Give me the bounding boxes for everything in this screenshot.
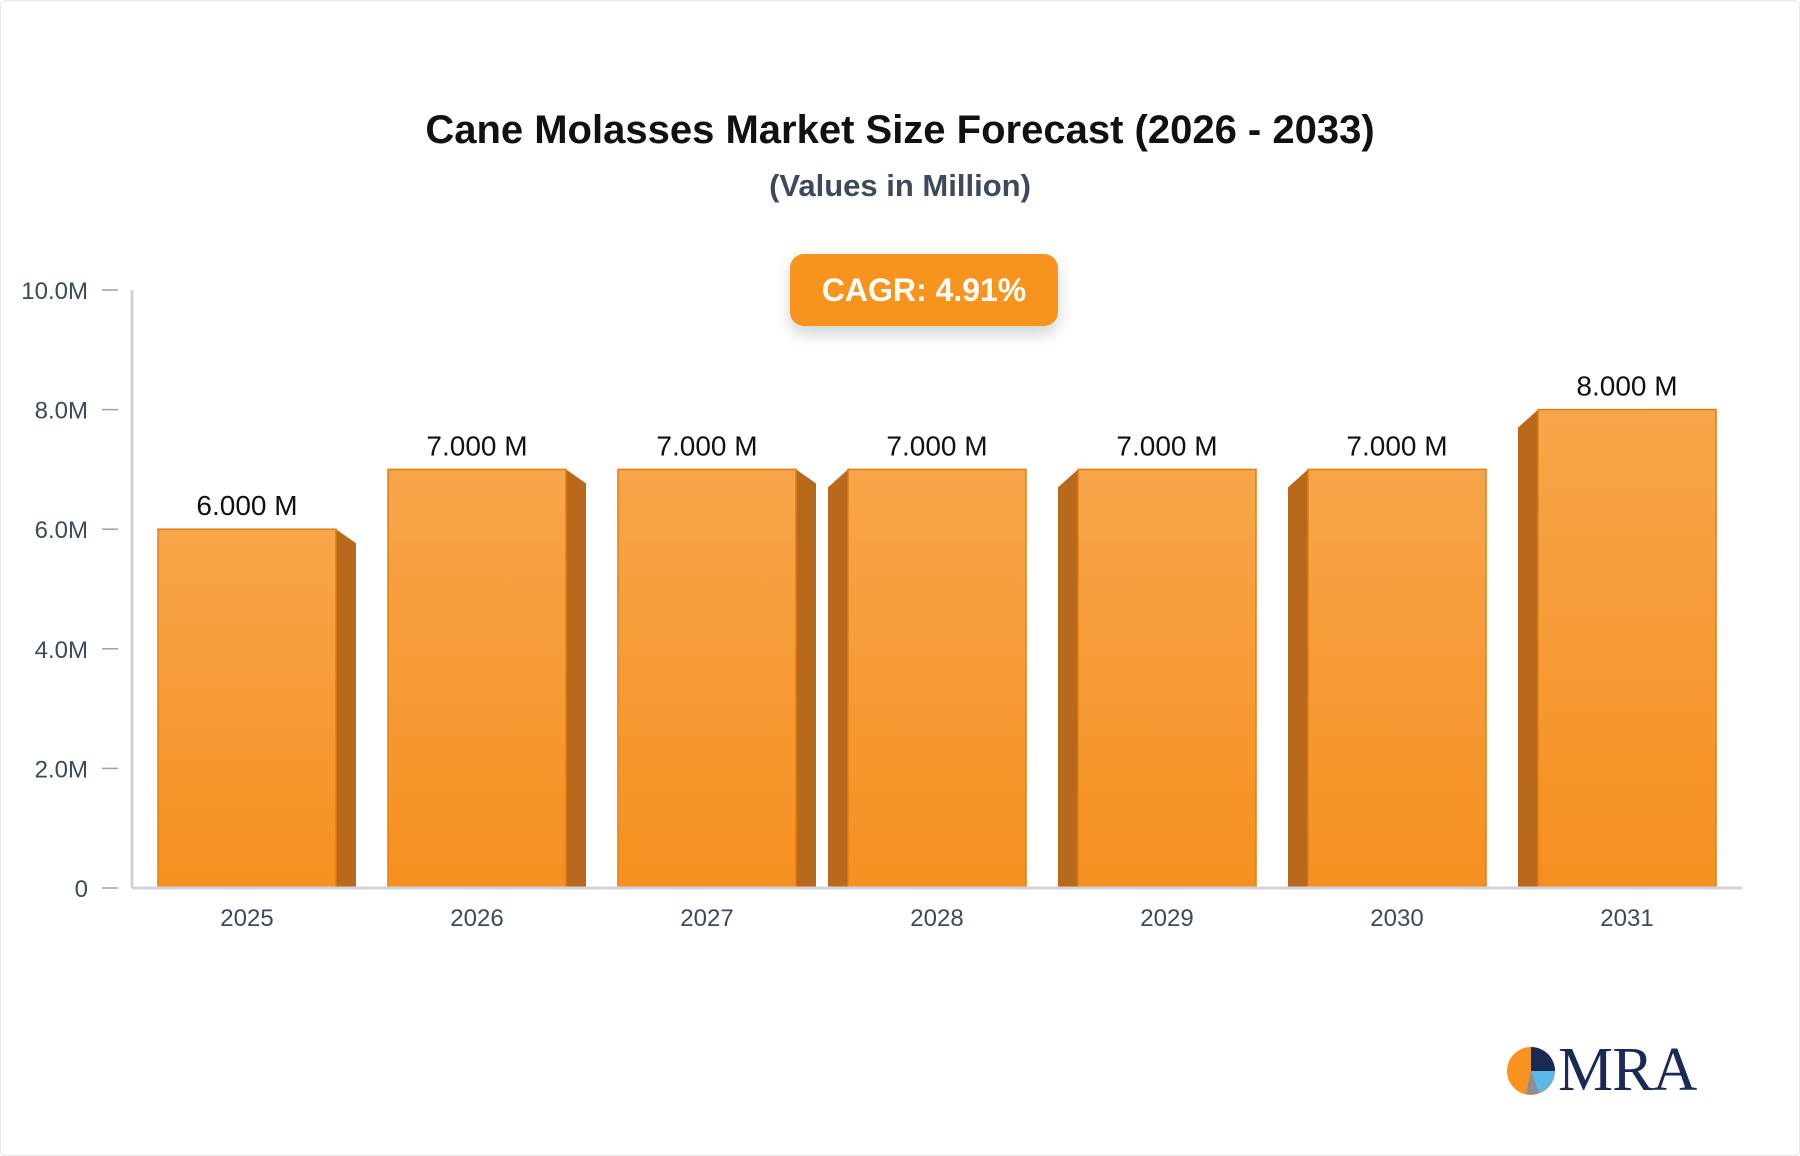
bar-group: 7.000 M xyxy=(1288,430,1487,889)
bar-group: 8.000 M xyxy=(1518,371,1717,889)
bar-side xyxy=(1058,469,1078,888)
bar-side xyxy=(828,469,848,888)
chart-title: Cane Molasses Market Size Forecast (2026… xyxy=(425,108,1375,152)
bar-value-label: 7.000 M xyxy=(1346,430,1447,461)
bar-group: 7.000 M xyxy=(828,430,1027,889)
chart-subtitle: (Values in Million) xyxy=(769,168,1031,203)
bar-group: 7.000 M xyxy=(387,430,586,889)
x-tick-label: 2025 xyxy=(220,905,273,932)
bar-value-label: 7.000 M xyxy=(886,430,987,461)
bar-value-label: 6.000 M xyxy=(196,490,297,521)
x-tick-label: 2029 xyxy=(1140,905,1193,932)
x-tick-label: 2031 xyxy=(1600,905,1653,932)
bar-value-label: 7.000 M xyxy=(426,430,527,461)
bar xyxy=(617,468,797,889)
bar xyxy=(387,468,567,889)
y-tick-label: 6.0M xyxy=(35,517,88,544)
y-axis: 0 2.0M 4.0M 6.0M 8.0M 10.0M xyxy=(21,278,134,903)
bar-side xyxy=(566,469,586,888)
y-tick-label: 2.0M xyxy=(35,756,88,783)
bar-value-label: 7.000 M xyxy=(656,430,757,461)
bar-group: 7.000 M xyxy=(617,430,816,889)
bar-group: 6.000 M xyxy=(157,490,356,889)
mra-logo: MRA xyxy=(1506,1036,1697,1104)
bars: 6.000 M 7.000 M 7.000 M 7.000 M 7.000 M 7.000… xyxy=(157,371,1717,889)
x-tick-label: 2028 xyxy=(910,905,963,932)
x-tick-label: 2030 xyxy=(1370,905,1423,932)
bar-side xyxy=(336,529,356,888)
x-tick-label: 2026 xyxy=(450,905,503,932)
bar xyxy=(1307,468,1487,889)
bar xyxy=(157,528,337,889)
y-tick-label: 4.0M xyxy=(35,637,88,664)
bar-group: 7.000 M xyxy=(1058,430,1257,889)
x-axis: 2025 2026 2027 2028 2029 2030 2031 xyxy=(132,886,1742,932)
bar-side xyxy=(1518,409,1538,888)
bar xyxy=(1077,468,1257,889)
bar-side xyxy=(796,469,816,888)
x-tick-label: 2027 xyxy=(680,905,733,932)
y-tick-label: 0 xyxy=(75,876,88,903)
y-tick-label: 8.0M xyxy=(35,398,88,425)
bar-value-label: 7.000 M xyxy=(1116,430,1217,461)
bar-value-label: 8.000 M xyxy=(1576,371,1677,402)
logo-text: MRA xyxy=(1558,1036,1697,1104)
bar xyxy=(847,468,1027,889)
y-tick-label: 10.0M xyxy=(21,278,88,305)
cagr-badge: CAGR: 4.91% xyxy=(790,254,1058,326)
bar xyxy=(1537,408,1717,889)
pie-logo-icon xyxy=(1507,1047,1555,1095)
bar-side xyxy=(1288,469,1308,888)
